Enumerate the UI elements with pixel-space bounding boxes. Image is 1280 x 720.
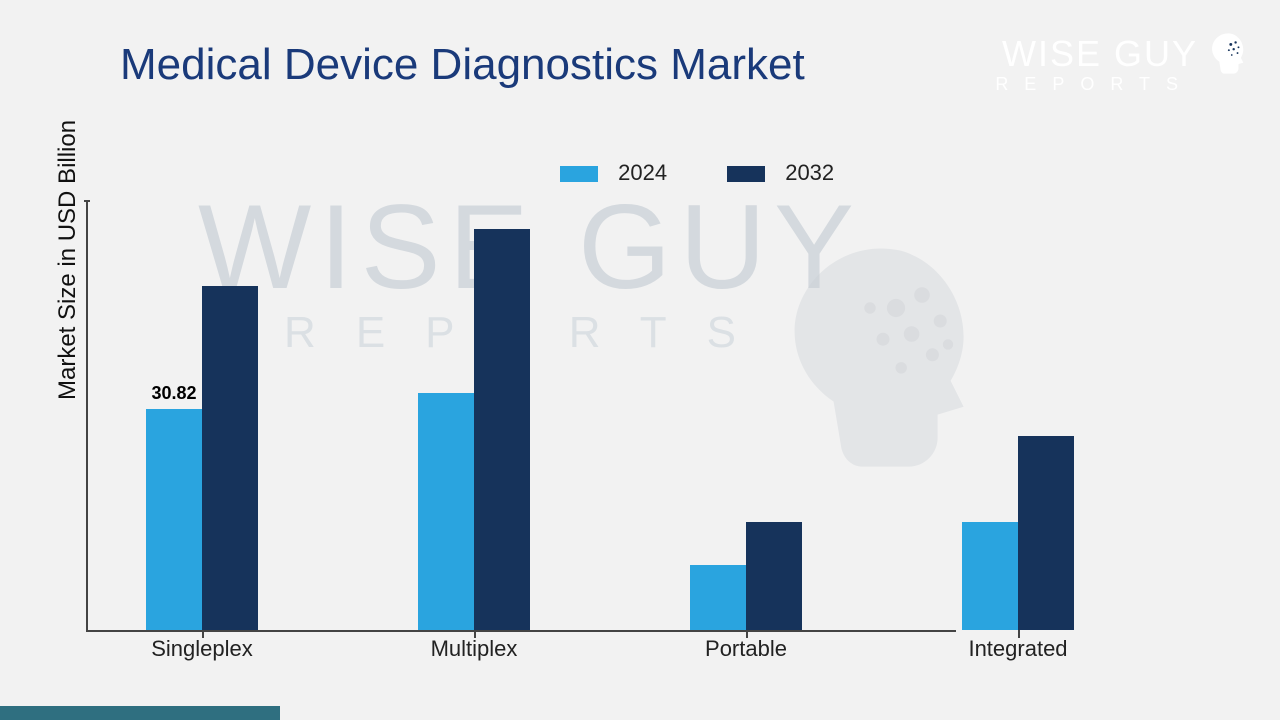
category-label: Portable (705, 636, 787, 662)
legend-swatch-2024 (560, 166, 598, 182)
bar-group: 30.82 (146, 286, 258, 630)
bar (202, 286, 258, 630)
bar (1018, 436, 1074, 630)
legend-swatch-2032 (727, 166, 765, 182)
head-silhouette-icon (1202, 30, 1250, 78)
x-axis-tick (1018, 630, 1020, 638)
bar (690, 565, 746, 630)
bar (418, 393, 474, 630)
legend-label-2024: 2024 (618, 160, 667, 185)
bar-value-label: 30.82 (151, 383, 196, 404)
bar (962, 522, 1018, 630)
x-axis-tick (474, 630, 476, 638)
bar-group (418, 229, 530, 630)
bar: 30.82 (146, 409, 202, 630)
x-axis-tick (746, 630, 748, 638)
legend-item-2024: 2024 (560, 160, 667, 186)
bottom-accent-strip (0, 706, 280, 720)
x-axis-tick (202, 630, 204, 638)
chart-legend: 2024 2032 (560, 160, 834, 186)
legend-item-2032: 2032 (727, 160, 834, 186)
bar (746, 522, 802, 630)
bar-group (690, 522, 802, 630)
legend-label-2032: 2032 (785, 160, 834, 185)
chart-title: Medical Device Diagnostics Market (120, 40, 805, 90)
logo-text-main: WISE GUY (1002, 33, 1198, 75)
y-axis-label: Market Size in USD Billion (54, 120, 82, 400)
bar-group (962, 436, 1074, 630)
bar (474, 229, 530, 630)
category-label: Singleplex (151, 636, 253, 662)
category-label: Integrated (968, 636, 1067, 662)
x-axis-line (86, 630, 956, 632)
brand-logo: WISE GUY REPORTS (990, 30, 1250, 150)
category-label: Multiplex (431, 636, 518, 662)
chart-plot-area: 30.82 (86, 200, 956, 630)
logo-text-sub: REPORTS (990, 74, 1194, 95)
